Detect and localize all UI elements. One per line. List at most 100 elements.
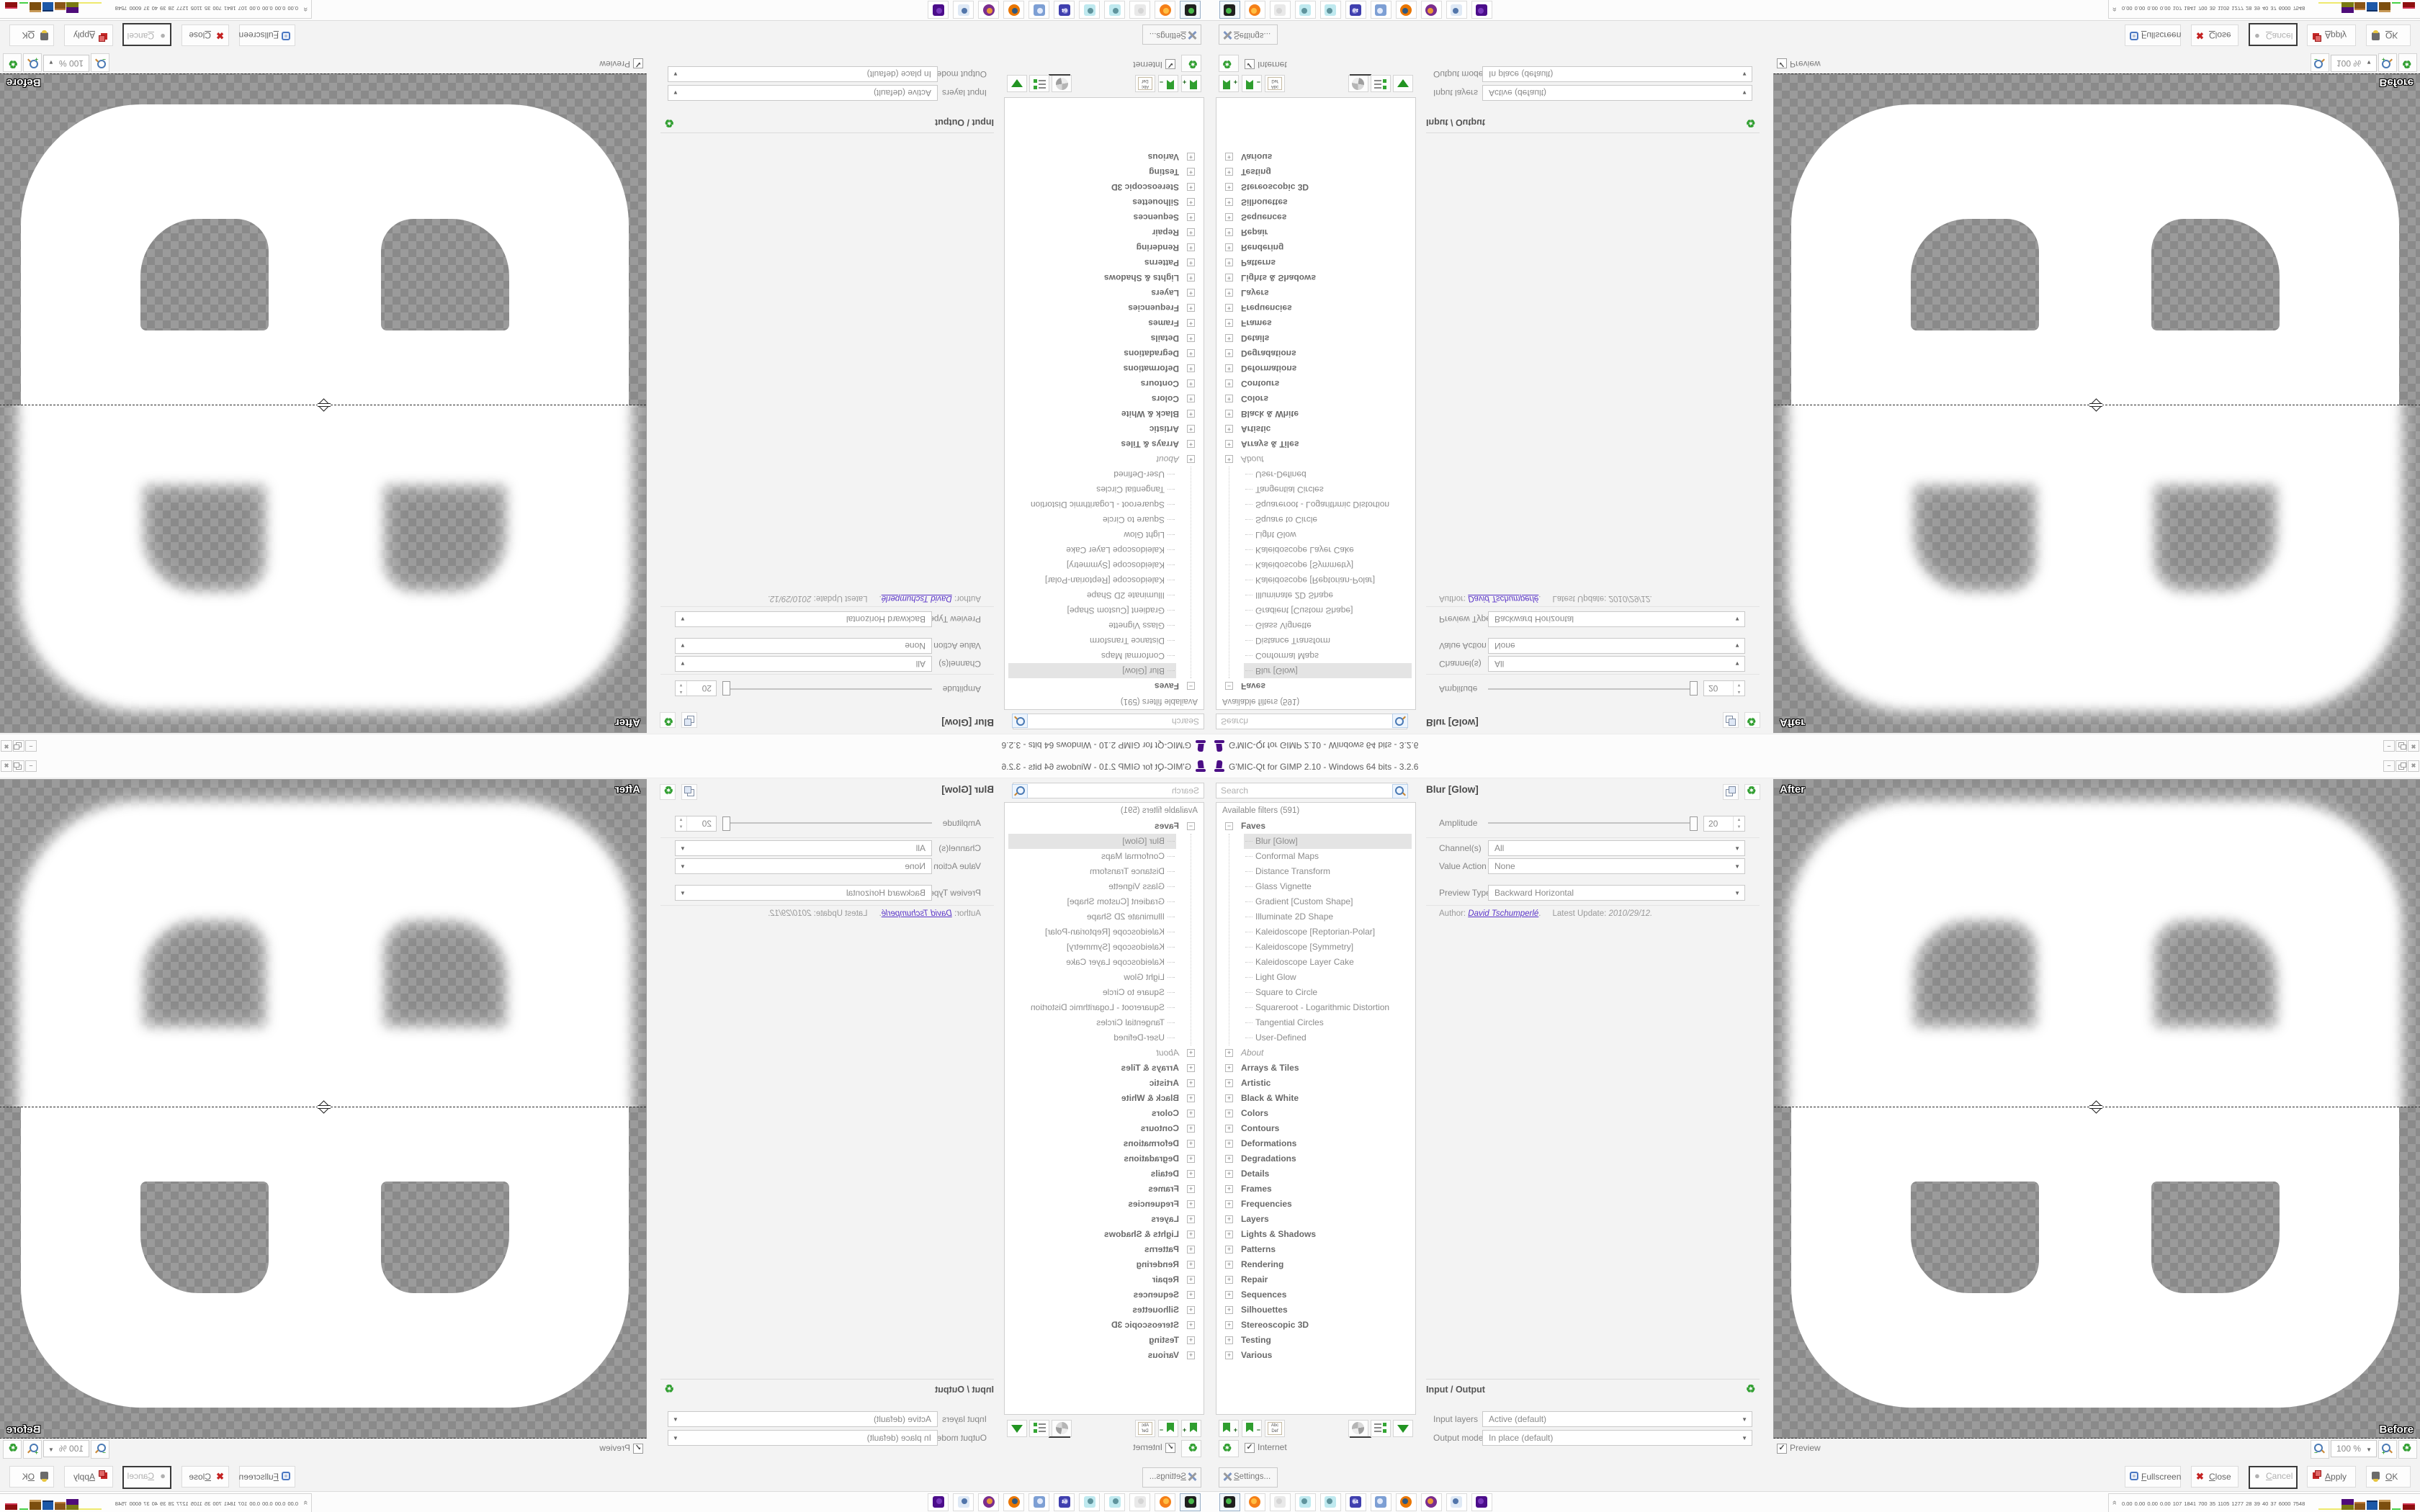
rename-fave-button[interactable]: Abc Def xyxy=(1135,1420,1155,1437)
expand-collapse-button[interactable] xyxy=(1393,75,1413,92)
expand-icon[interactable]: + xyxy=(1187,274,1195,282)
minimize-button[interactable]: – xyxy=(25,760,37,772)
copy-command-button[interactable] xyxy=(681,784,697,800)
expand-icon[interactable]: + xyxy=(1187,168,1195,176)
tree-category-frequencies[interactable]: + Frequencies xyxy=(1216,1197,1415,1212)
expand-icon[interactable]: + xyxy=(1225,289,1233,297)
expand-icon[interactable]: + xyxy=(1187,1140,1195,1148)
ok-button[interactable]: OK xyxy=(2366,1466,2411,1488)
expand-icon[interactable]: + xyxy=(1225,1276,1233,1284)
tray-expand-icon[interactable]: » xyxy=(300,1500,310,1506)
author-link[interactable]: David Tschumperlé xyxy=(1468,909,1539,918)
tree-item-kaleidoscope-layer-cake[interactable]: Kaleidoscope Layer Cake xyxy=(1216,542,1415,557)
expand-icon[interactable]: + xyxy=(1187,1230,1195,1238)
tree-category-colors[interactable]: + Colors xyxy=(1216,1106,1415,1121)
amplitude-spin-arrows[interactable]: ▲ ▼ xyxy=(676,816,687,831)
tree-category-repair[interactable]: + Repair xyxy=(1216,1272,1415,1287)
taskbar-app-scroll[interactable] xyxy=(1371,1493,1392,1511)
taskbar-app-notepad[interactable] xyxy=(1295,1493,1316,1511)
preview-pane[interactable]: After Before xyxy=(0,73,647,733)
taskbar-app-gmic-wizard[interactable] xyxy=(928,1493,949,1511)
expand-icon[interactable]: + xyxy=(1225,1306,1233,1314)
tree-category-frequencies[interactable]: + Frequencies xyxy=(1005,1197,1204,1212)
expand-icon[interactable]: + xyxy=(1225,334,1233,342)
taskbar-app-notepad[interactable] xyxy=(1295,1,1316,19)
preview-type-dropdown[interactable]: Backward Horizontal ▼ xyxy=(675,611,932,627)
tree-category-various[interactable]: + Various xyxy=(1005,149,1204,164)
expand-icon[interactable]: + xyxy=(1187,213,1195,221)
value-action-dropdown[interactable]: None ▼ xyxy=(1488,638,1745,654)
tree-category-black-white[interactable]: + Black & White xyxy=(1005,1091,1204,1106)
expand-icon[interactable]: + xyxy=(1187,1049,1195,1057)
tree-item-kaleidoscope-symmetry[interactable]: Kaleidoscope [Symmetry] xyxy=(1216,557,1415,572)
io-refresh-button[interactable]: ♻ xyxy=(1746,114,1760,129)
taskbar-app-notepad[interactable] xyxy=(1320,1493,1341,1511)
fullscreen-button[interactable]: Fullscreen xyxy=(239,1466,295,1488)
expand-icon[interactable]: + xyxy=(1225,440,1233,448)
taskbar-app-scroll[interactable] xyxy=(1028,1493,1049,1511)
search-input[interactable] xyxy=(1216,783,1407,798)
expand-icon[interactable]: + xyxy=(1187,1351,1195,1359)
tree-category-about[interactable]: + About xyxy=(1216,451,1415,467)
author-link[interactable]: David Tschumperlé xyxy=(881,909,952,918)
output-mode-dropdown[interactable]: In place (default) ▼ xyxy=(668,66,938,82)
expand-icon[interactable]: + xyxy=(1225,1351,1233,1359)
restore-button[interactable] xyxy=(2396,740,2407,752)
close-button[interactable]: ✖ Close xyxy=(182,24,229,46)
tree-item-blur-glow[interactable]: Blur [Glow] xyxy=(1216,834,1415,849)
close-button[interactable]: ✖ Close xyxy=(2191,1466,2238,1488)
tree-category-frequencies[interactable]: + Frequencies xyxy=(1216,300,1415,315)
expand-collapse-button[interactable] xyxy=(1393,1420,1413,1437)
tree-category-silhouettes[interactable]: + Silhouettes xyxy=(1005,1302,1204,1318)
amplitude-spinbox[interactable]: 20 ▲ ▼ xyxy=(1703,680,1745,696)
tree-category-arrays-tiles[interactable]: + Arrays & Tiles xyxy=(1216,1061,1415,1076)
channels-dropdown[interactable]: All ▼ xyxy=(675,656,932,672)
expand-icon[interactable]: + xyxy=(1225,228,1233,236)
expand-icon[interactable]: + xyxy=(1187,410,1195,418)
output-mode-dropdown[interactable]: In place (default) ▼ xyxy=(1482,1430,1752,1446)
taskbar-app-system-monitor[interactable] xyxy=(1219,1493,1240,1511)
settings-button[interactable]: Settings... xyxy=(1142,24,1201,45)
amplitude-slider[interactable] xyxy=(1488,688,1695,690)
collapse-icon[interactable]: − xyxy=(1187,682,1195,690)
reset-zoom-button[interactable]: ♻ xyxy=(3,53,22,72)
zoom-level-dropdown[interactable]: 100 % ▼ xyxy=(43,1440,89,1457)
tree-category-contours[interactable]: + Contours xyxy=(1216,1121,1415,1136)
tree-category-testing[interactable]: + Testing xyxy=(1216,164,1415,179)
amplitude-slider-handle[interactable] xyxy=(1690,681,1698,696)
expand-icon[interactable]: + xyxy=(1225,1049,1233,1057)
filter-selection-mode-button[interactable] xyxy=(1029,1420,1049,1437)
expand-icon[interactable]: + xyxy=(1187,349,1195,357)
expand-icon[interactable]: + xyxy=(1225,1170,1233,1178)
value-action-dropdown[interactable]: None ▼ xyxy=(1488,858,1745,874)
add-fave-button[interactable]: + xyxy=(1219,75,1239,92)
cancel-button[interactable]: ● Cancel xyxy=(122,23,171,46)
tree-item-user-defined[interactable]: User-Defined xyxy=(1005,1030,1204,1045)
tree-item-glass-vignette[interactable]: Glass Vignette xyxy=(1216,879,1415,894)
minimize-button[interactable]: – xyxy=(25,740,37,752)
filter-ratings-button[interactable] xyxy=(1052,75,1072,92)
zoom-level-dropdown[interactable]: 100 % ▼ xyxy=(43,55,89,72)
tree-item-user-defined[interactable]: User-Defined xyxy=(1216,467,1415,482)
remove-fave-button[interactable]: − xyxy=(1242,1420,1262,1437)
taskbar-app-blender[interactable] xyxy=(1003,1,1024,19)
tree-item-squareroot-logarithmic-distortion[interactable]: Squareroot - Logarithmic Distortion xyxy=(1216,1000,1415,1015)
fullscreen-button[interactable]: Fullscreen xyxy=(2125,1466,2181,1488)
titlebar[interactable]: G'MIC-Qt for GIMP 2.10 - Windows 64 bits… xyxy=(1210,756,2420,778)
tree-category-faves[interactable]: − Faves xyxy=(1005,678,1204,693)
expand-icon[interactable]: + xyxy=(1225,274,1233,282)
tree-item-kaleidoscope-reptorian-polar[interactable]: Kaleidoscope [Reptorian-Polar] xyxy=(1005,572,1204,588)
tree-category-repair[interactable]: + Repair xyxy=(1005,225,1204,240)
expand-icon[interactable]: + xyxy=(1225,1246,1233,1254)
search-button[interactable] xyxy=(1012,784,1028,798)
tree-item-kaleidoscope-reptorian-polar[interactable]: Kaleidoscope [Reptorian-Polar] xyxy=(1216,572,1415,588)
expand-icon[interactable]: + xyxy=(1187,1246,1195,1254)
expand-icon[interactable]: + xyxy=(1225,198,1233,206)
tree-category-artistic[interactable]: + Artistic xyxy=(1216,421,1415,436)
output-mode-dropdown[interactable]: In place (default) ▼ xyxy=(1482,66,1752,82)
collapse-icon[interactable]: − xyxy=(1187,822,1195,830)
tree-category-stereoscopic-3d[interactable]: + Stereoscopic 3D xyxy=(1005,179,1204,194)
expand-icon[interactable]: + xyxy=(1225,1140,1233,1148)
tree-item-light-glow[interactable]: Light Glow xyxy=(1005,527,1204,542)
tree-category-various[interactable]: + Various xyxy=(1005,1348,1204,1363)
